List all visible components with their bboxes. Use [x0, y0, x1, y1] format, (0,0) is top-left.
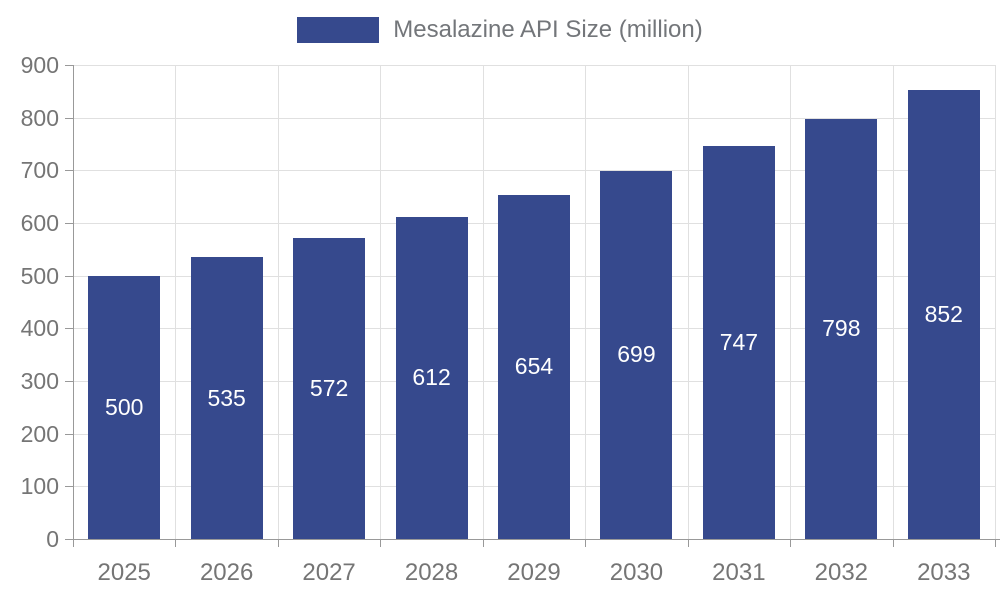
x-axis-tick	[790, 539, 792, 547]
x-axis-tick	[175, 539, 177, 547]
legend-swatch	[297, 17, 380, 43]
x-tick-label: 2026	[199, 559, 254, 586]
bar[interactable]	[498, 194, 570, 539]
bar[interactable]	[293, 237, 366, 539]
y-axis-tick	[65, 539, 73, 540]
x-axis-tick	[585, 539, 587, 547]
x-axis-tick	[687, 539, 689, 547]
gridline-vertical	[995, 65, 996, 539]
gridline-vertical	[482, 65, 484, 539]
y-axis-tick	[65, 381, 73, 382]
gridline-horizontal	[73, 65, 995, 66]
bar-value-label: 500	[105, 393, 144, 420]
y-tick-label: 900	[20, 52, 59, 78]
bar-value-label: 852	[924, 301, 963, 328]
bar[interactable]	[702, 145, 775, 539]
y-tick-label: 700	[20, 157, 59, 184]
bar[interactable]	[600, 170, 673, 539]
y-axis-tick	[65, 65, 73, 66]
legend[interactable]: Mesalazine API Size (million)	[0, 16, 1000, 44]
y-axis-tick	[65, 170, 73, 172]
bar-value-label: 798	[822, 315, 861, 342]
x-tick-label: 2028	[404, 559, 459, 586]
x-tick-label: 2027	[302, 559, 356, 586]
gridline-vertical	[175, 65, 177, 539]
bar[interactable]	[190, 257, 263, 539]
x-tick-label: 2025	[97, 559, 151, 586]
legend-label: Mesalazine API Size (million)	[393, 16, 703, 43]
gridline-horizontal	[73, 170, 995, 172]
bar[interactable]	[907, 90, 980, 539]
gridline-vertical	[687, 65, 689, 539]
x-tick-label: 2029	[507, 559, 561, 586]
x-tick-label: 2031	[712, 559, 766, 586]
bar-value-label: 535	[207, 384, 246, 411]
y-tick-label: 0	[46, 526, 59, 552]
x-axis-line	[73, 539, 1000, 540]
gridline-vertical	[380, 65, 382, 539]
x-axis-tick	[995, 539, 996, 547]
gridline-vertical	[892, 65, 894, 539]
x-axis-tick	[482, 539, 484, 547]
y-tick-label: 400	[20, 315, 59, 342]
x-tick-label: 2030	[609, 559, 664, 586]
x-axis-tick	[892, 539, 894, 547]
x-axis-tick	[380, 539, 382, 547]
y-axis-tick	[65, 486, 73, 488]
gridline-vertical	[277, 65, 279, 539]
y-axis-tick	[65, 275, 73, 277]
y-tick-label: 500	[20, 262, 59, 289]
y-tick-label: 300	[20, 368, 59, 394]
gridline-vertical	[790, 65, 792, 539]
y-axis-line	[73, 65, 74, 539]
x-tick-label: 2033	[917, 559, 971, 586]
bar[interactable]	[805, 118, 878, 539]
x-axis-tick	[73, 539, 74, 547]
bar[interactable]	[88, 275, 161, 539]
y-tick-label: 100	[20, 473, 59, 500]
x-tick-label: 2032	[814, 559, 869, 586]
bar[interactable]	[395, 216, 468, 539]
gridline-vertical	[585, 65, 587, 539]
bar-value-label: 654	[514, 353, 554, 380]
y-axis-tick	[65, 223, 73, 224]
bar-value-label: 747	[719, 328, 759, 355]
bar-value-label: 612	[412, 364, 451, 391]
y-tick-label: 800	[20, 104, 59, 131]
y-tick-label: 200	[20, 420, 59, 447]
y-tick-label: 600	[20, 210, 59, 236]
bar-value-label: 699	[617, 341, 656, 368]
y-axis-tick	[65, 328, 73, 330]
y-axis-tick	[65, 117, 73, 119]
x-axis-tick	[277, 539, 279, 547]
gridline-horizontal	[73, 117, 995, 119]
bar-value-label: 572	[309, 374, 349, 401]
y-axis-tick	[65, 433, 73, 435]
